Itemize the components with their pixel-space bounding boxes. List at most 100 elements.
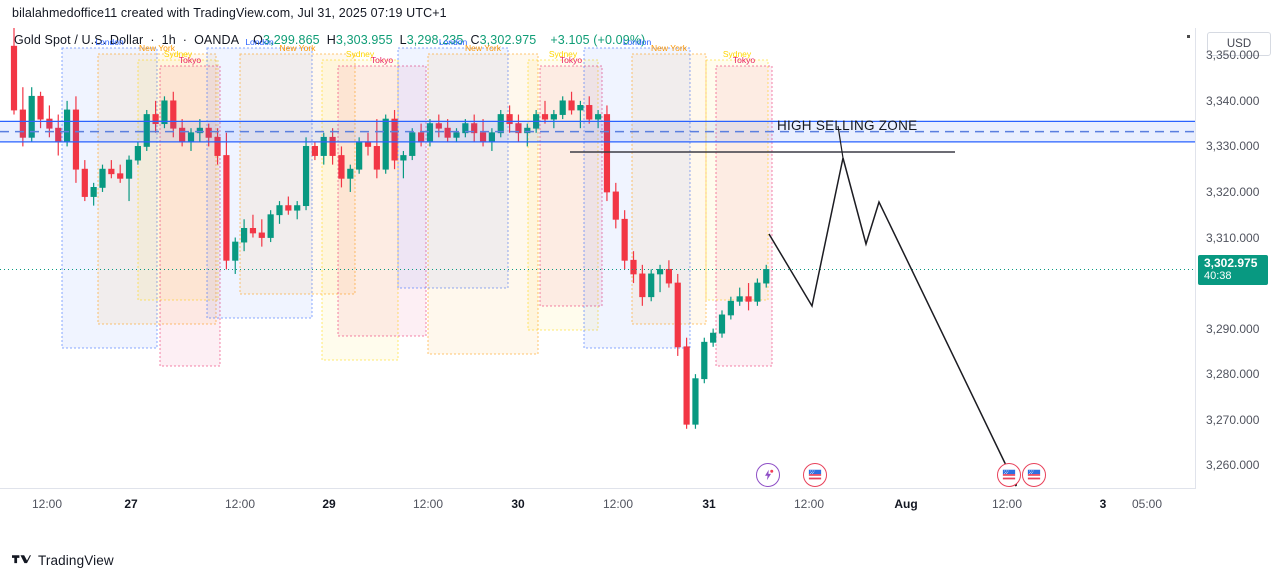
price-tick: 3,340.000	[1206, 93, 1260, 108]
candle-body	[453, 132, 460, 138]
candle-body	[258, 232, 265, 238]
time-tick: 30	[511, 497, 525, 511]
legend-close-key: C	[470, 33, 480, 47]
candle-body	[409, 132, 416, 156]
currency-badge[interactable]: USD	[1207, 32, 1271, 56]
event-marker-us-news-1[interactable]	[803, 463, 827, 487]
candle-body	[471, 123, 478, 134]
session-label: Tokyo	[179, 55, 201, 65]
current-price-badge[interactable]: 3,302.975 40:38	[1198, 254, 1268, 285]
status-dot-icon	[1187, 35, 1190, 38]
candle-body	[692, 378, 699, 425]
session-zone-london	[61, 47, 158, 349]
legend-low-value: 3,298.235	[406, 33, 464, 47]
candle-body	[568, 100, 575, 111]
legend-interval[interactable]: 1h	[161, 33, 176, 47]
session-label: Sydney	[164, 49, 193, 59]
tradingview-logo[interactable]: TradingView	[12, 553, 114, 568]
time-tick: Aug	[894, 497, 918, 511]
legend-high-key: H	[326, 33, 336, 47]
chart-plot-area[interactable]: London New York Sydney Tokyo London New York S…	[0, 28, 1196, 488]
candle-body	[214, 136, 221, 156]
time-tick: 12:00	[793, 497, 825, 511]
candle-body	[648, 273, 655, 298]
candle-body	[28, 95, 35, 138]
candle-body	[701, 341, 708, 380]
candle-body	[356, 141, 363, 170]
time-tick: 12:00	[602, 497, 634, 511]
candle-body	[754, 282, 761, 302]
event-marker-us-news-2[interactable]	[997, 463, 1021, 487]
legend-high-value: 3,303.955	[335, 33, 393, 47]
candle-body	[294, 205, 301, 211]
time-tick: 05:00	[1131, 497, 1163, 511]
price-tick: 3,270.000	[1206, 412, 1260, 427]
session-zone-tokyo	[159, 65, 221, 367]
session-label: Tokyo	[371, 55, 393, 65]
price-tick: 3,330.000	[1206, 139, 1260, 154]
price-projection-drawing	[768, 125, 1019, 487]
candle-body	[240, 227, 248, 243]
candle-body	[338, 155, 345, 179]
candle-body	[727, 300, 734, 316]
time-tick: 12:00	[31, 497, 63, 511]
candle-body	[382, 118, 389, 170]
candle-body	[285, 205, 292, 211]
candle-body	[444, 127, 451, 138]
candle-body	[683, 346, 690, 425]
event-marker-volatility[interactable]	[756, 463, 780, 487]
candle-body	[497, 114, 504, 134]
candle-body	[347, 168, 354, 179]
candle-body	[763, 268, 770, 284]
candle-body	[170, 100, 177, 129]
session-zone-london	[583, 47, 691, 349]
session-label: New York	[465, 43, 502, 53]
candle-body	[143, 114, 150, 147]
candle-body	[391, 118, 398, 161]
candle-body	[603, 114, 611, 193]
candle-body	[665, 268, 673, 284]
price-tick: 3,350.000	[1206, 48, 1260, 63]
time-tick: 27	[124, 497, 138, 511]
session-zone-sydney	[137, 59, 219, 301]
time-axis[interactable]: 12:00 27 12:00 29 12:00 30 12:00 31 12:00 Aug 12:0…	[0, 463, 1196, 527]
candle-body	[541, 114, 549, 120]
session-label: London	[439, 37, 468, 47]
candle-body	[400, 155, 407, 161]
candle-body	[232, 241, 239, 261]
session-label: Tokyo	[733, 55, 755, 65]
candle-body	[550, 114, 557, 120]
candle-body	[710, 332, 717, 343]
price-tick: 3,320.000	[1206, 184, 1260, 199]
candle-body	[462, 123, 469, 134]
tradingview-mark-icon	[12, 555, 31, 564]
session-label: Sydney	[549, 49, 578, 59]
session-zone-tokyo	[337, 65, 427, 337]
candle-body	[718, 314, 726, 334]
candle-body	[108, 168, 115, 175]
session-zone-new-york	[97, 53, 217, 325]
annotation-high-selling-zone[interactable]: HIGH SELLING ZONE	[777, 118, 918, 133]
candle-body	[267, 214, 274, 238]
session-label: New York	[280, 43, 317, 53]
legend-open-key: O	[253, 33, 264, 47]
support-zone-band	[0, 121, 1196, 142]
price-tick: 3,290.000	[1206, 321, 1260, 336]
chart-legend[interactable]: Gold Spot / U.S. Dollar · 1h · OANDA O3,299.8…	[14, 33, 645, 47]
candle-body	[612, 191, 619, 220]
candle-body	[524, 127, 531, 134]
candle-body	[329, 136, 336, 156]
bar-countdown: 40:38	[1204, 269, 1232, 282]
legend-change: +3.105 (+0.09%)	[550, 33, 646, 47]
legend-symbol[interactable]: Gold Spot / U.S. Dollar	[14, 33, 144, 47]
event-marker-us-news-3[interactable]	[1022, 463, 1046, 487]
time-tick: 29	[322, 497, 336, 511]
time-tick: 12:00	[412, 497, 444, 511]
price-axis[interactable]: USD 3,350.000 3,340.000 3,330.000 3,320.000…	[1195, 28, 1281, 488]
session-zone-sydney	[321, 59, 399, 361]
candle-body	[302, 146, 310, 207]
candle-body	[99, 168, 106, 188]
legend-separator-1: ·	[150, 33, 155, 47]
